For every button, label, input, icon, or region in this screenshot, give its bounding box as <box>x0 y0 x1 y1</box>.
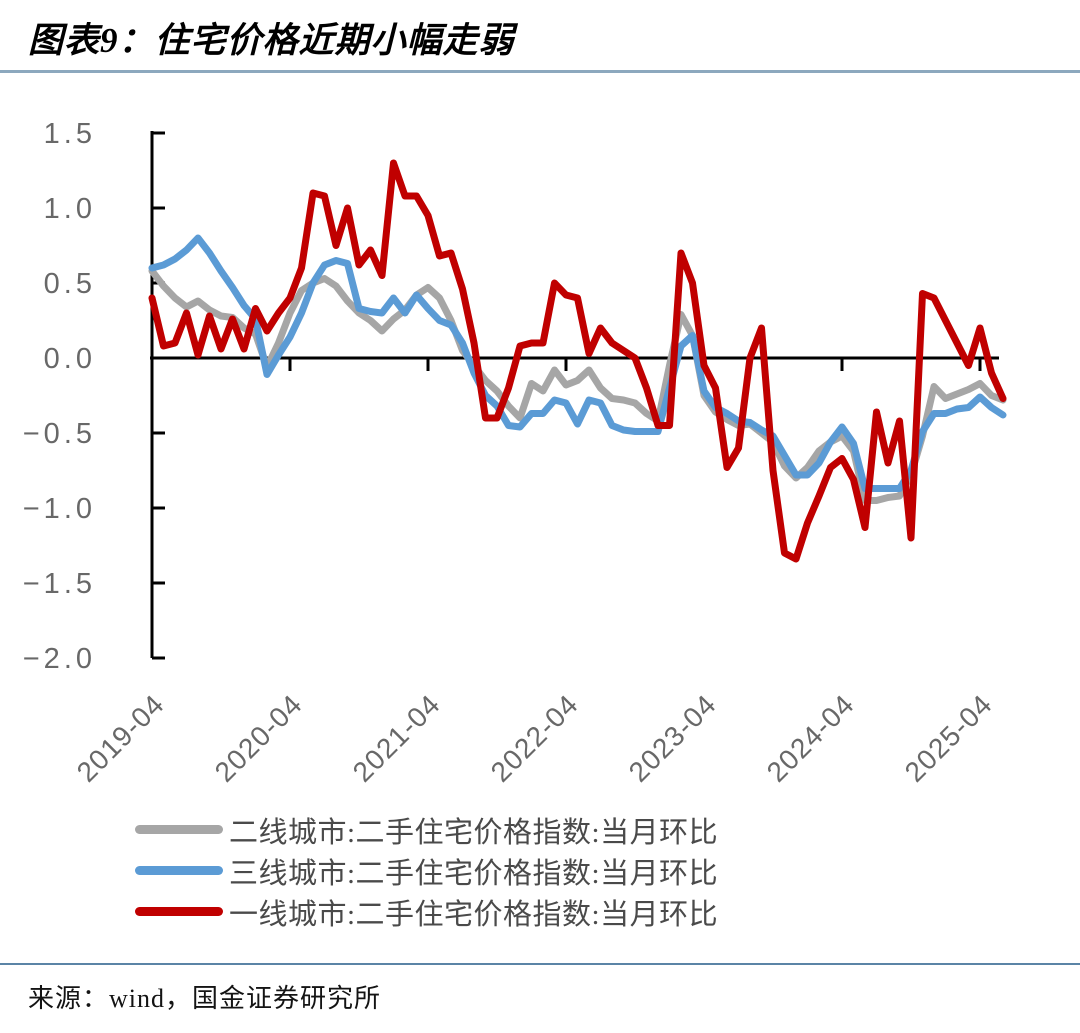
series-line-2 <box>148 159 1007 563</box>
x-tick-label: 2024-04 <box>761 688 861 788</box>
y-tick-label: 0.5 <box>44 268 96 300</box>
y-tick-label: 1.5 <box>44 118 96 150</box>
legend-item-second-tier: 二线城市:二手住宅价格指数:当月环比 <box>135 809 718 850</box>
y-tick-label: −2.0 <box>23 643 96 675</box>
x-tick-label: 2020-04 <box>209 688 309 788</box>
x-tick-label: 2023-04 <box>623 688 723 788</box>
series-line-1 <box>148 234 1007 492</box>
legend-label-second-tier: 二线城市:二手住宅价格指数:当月环比 <box>229 816 719 849</box>
legend-label-first-tier: 一线城市:二手住宅价格指数:当月环比 <box>229 898 719 931</box>
x-tick-label: 2019-04 <box>71 688 171 788</box>
legend: 二线城市:二手住宅价格指数:当月环比 三线城市:二手住宅价格指数:当月环比 一线… <box>135 809 718 932</box>
legend-label-third-tier: 三线城市:二手住宅价格指数:当月环比 <box>229 857 719 890</box>
x-tick-label: 2022-04 <box>485 688 585 788</box>
title-separator <box>0 70 1080 73</box>
source-separator <box>0 963 1080 965</box>
legend-item-first-tier: 一线城市:二手住宅价格指数:当月环比 <box>135 891 718 932</box>
legend-swatch-third-tier <box>135 866 223 875</box>
legend-item-third-tier: 三线城市:二手住宅价格指数:当月环比 <box>135 850 718 891</box>
x-tick-label: 2025-04 <box>899 688 999 788</box>
y-tick-label: −0.5 <box>23 418 96 450</box>
y-tick-label: 1.0 <box>44 193 96 225</box>
y-tick-label: −1.5 <box>23 568 96 600</box>
figure-title: 图表9：住宅价格近期小幅走弱 <box>28 21 515 60</box>
legend-swatch-second-tier <box>135 825 223 834</box>
x-tick-label: 2021-04 <box>347 688 447 788</box>
source-text: 来源：wind，国金证券研究所 <box>28 984 382 1013</box>
legend-swatch-first-tier <box>135 907 223 916</box>
y-tick-label: −1.0 <box>23 493 96 525</box>
y-tick-label: 0.0 <box>44 343 96 375</box>
